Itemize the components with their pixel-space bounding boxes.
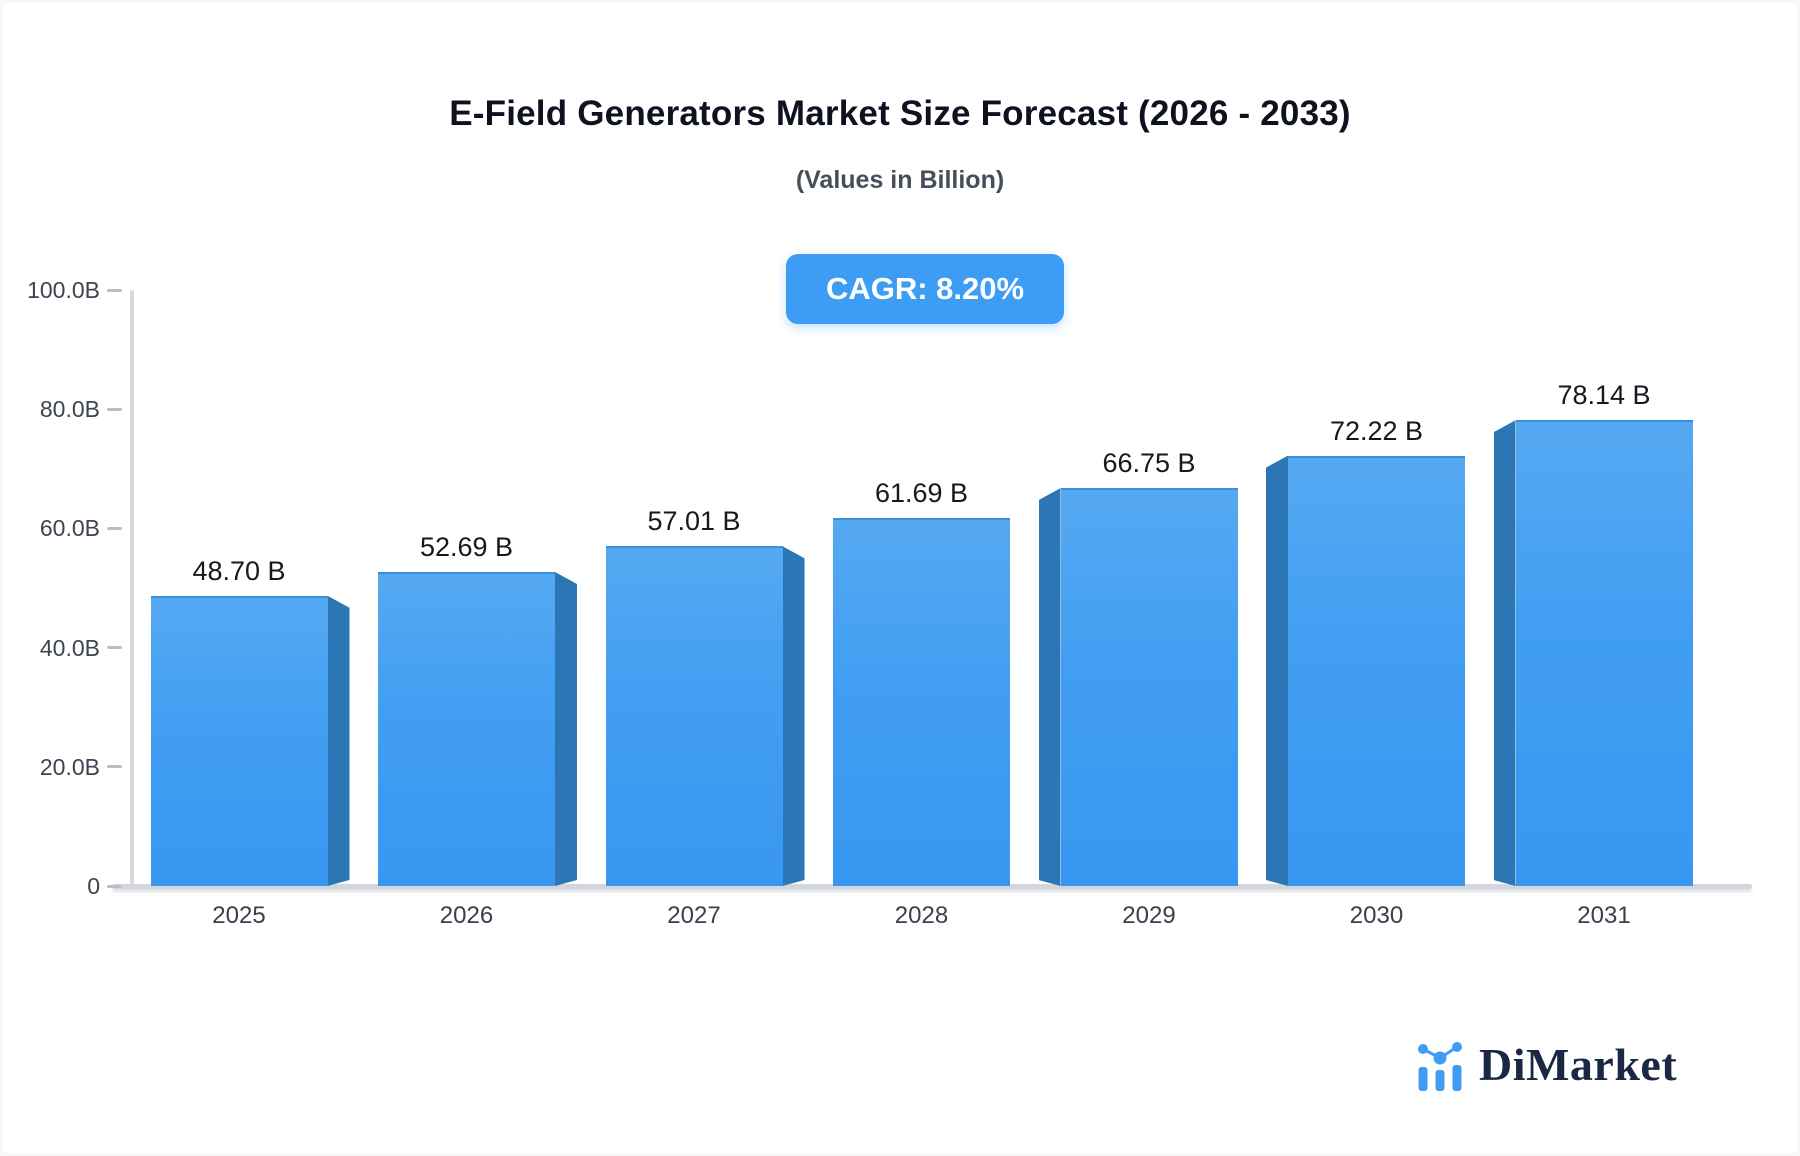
chart-subtitle: (Values in Billion) — [795, 166, 1005, 194]
bar-2025 — [150, 595, 328, 886]
y-tick-mark — [107, 884, 122, 888]
cagr-badge-label: CAGR: 8.20% — [825, 271, 1025, 306]
logo-text: DiMarket — [1479, 1038, 1678, 1090]
bar-side-face-2031 — [1494, 420, 1516, 886]
y-tick-label: 0 — [87, 873, 100, 899]
dimarket-logo-icon — [1418, 1042, 1462, 1091]
y-tick-mark — [107, 407, 122, 411]
bar-2027 — [605, 546, 783, 886]
y-tick-label: 20.0B — [39, 753, 100, 780]
x-axis-label-2030: 2030 — [1349, 902, 1404, 929]
logo: DiMarket — [1414, 1034, 1677, 1094]
chart-title: E-Field Generators Market Size Forecast … — [449, 94, 1351, 133]
x-axis-label-2028: 2028 — [894, 902, 949, 929]
bar-value-label-2028: 61.69 B — [874, 478, 969, 509]
bar-side-face-2029 — [1039, 488, 1061, 886]
y-tick-label: 60.0B — [39, 515, 100, 542]
bar-value-label-2031: 78.14 B — [1557, 380, 1651, 411]
cagr-badge: CAGR: 8.20% — [786, 254, 1064, 324]
x-axis-label-2029: 2029 — [1122, 902, 1176, 929]
bar-2028 — [833, 518, 1010, 886]
bar-value-label-2025: 48.70 B — [192, 555, 286, 586]
x-axis-label-2031: 2031 — [1577, 902, 1631, 929]
bar-side-face-2025 — [328, 596, 350, 886]
x-axis-label-2025: 2025 — [212, 902, 266, 929]
y-axis-line — [130, 290, 134, 886]
y-tick-label: 40.0B — [39, 634, 100, 661]
bar-2026 — [378, 571, 555, 886]
bar-side-face-2030 — [1266, 456, 1288, 886]
x-axis-label-2027: 2027 — [667, 902, 721, 929]
bar-2031 — [1515, 420, 1693, 886]
bar-value-label-2030: 72.22 B — [1329, 415, 1424, 446]
bar-side-face-2027 — [783, 546, 805, 886]
bar-value-label-2027: 57.01 B — [647, 506, 741, 537]
y-tick-mark — [107, 288, 122, 292]
bar-2030 — [1288, 455, 1465, 886]
x-axis-label-2026: 2026 — [439, 902, 494, 929]
y-tick-mark — [107, 646, 122, 650]
bar-side-face-2026 — [555, 572, 577, 886]
bar-value-label-2029: 66.75 B — [1102, 448, 1196, 479]
y-tick-mark — [107, 526, 122, 530]
y-tick-label: 80.0B — [39, 396, 100, 423]
bar-2029 — [1060, 488, 1238, 886]
y-tick-mark — [107, 765, 122, 769]
y-tick-label: 100.0B — [27, 277, 100, 303]
bar-value-label-2026: 52.69 B — [419, 531, 514, 562]
x-axis-line — [112, 884, 1752, 889]
